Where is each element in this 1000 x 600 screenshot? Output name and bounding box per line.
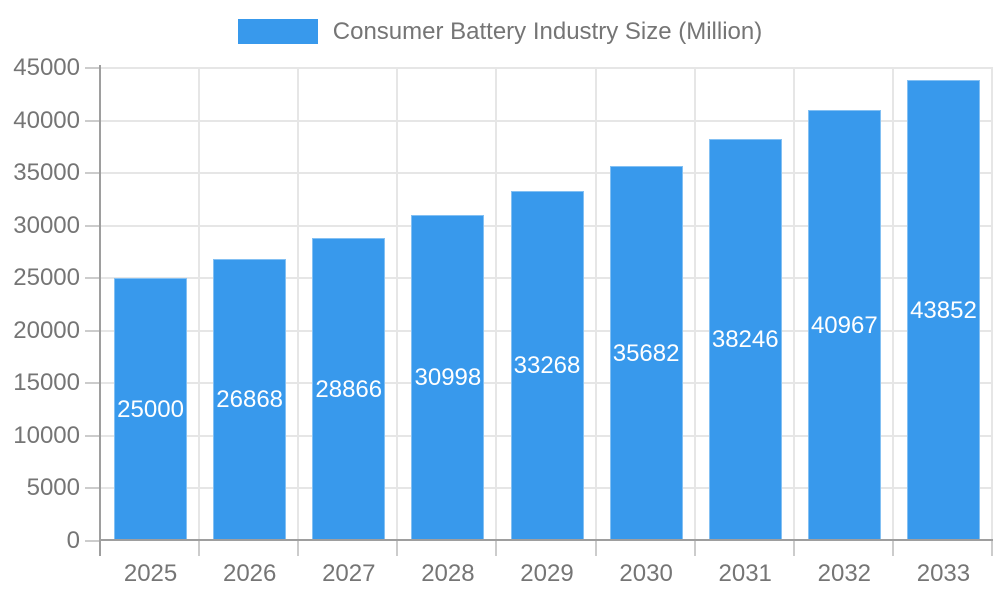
x-axis-label: 2029 [520,560,574,587]
x-axis-tick [792,541,795,556]
y-axis-label: 40000 [13,106,80,134]
y-axis-label: 10000 [13,421,80,449]
plot-area: 0 5000 10000 15000 20000 25000 30000 35000 40000… [13,56,993,586]
x-axis-tick [991,541,993,556]
y-axis-tick [85,277,99,280]
x-axis-tick [891,541,894,556]
bar-2028[interactable]: 30998 [411,215,485,541]
x-gridline [792,68,795,541]
bar-value-label: 28866 [315,375,383,403]
x-axis-tick [297,541,300,556]
y-axis-label: 30000 [13,211,80,239]
x-axis-tick [495,541,498,556]
x-axis-tick [396,541,399,556]
y-axis-tick [85,329,99,332]
bar-2025[interactable]: 25000 [114,278,188,541]
chart-legend[interactable]: Consumer Battery Industry Size (Million) [0,19,1000,44]
bar-value-label: 35682 [612,339,680,367]
y-gridline [101,119,993,122]
bar-value-label: 26868 [216,386,284,413]
y-axis-label: 5000 [26,474,80,502]
x-gridline [991,68,993,541]
bar-value-label: 38246 [711,326,779,353]
y-axis-tick [85,224,99,227]
y-axis-tick [85,434,99,437]
x-axis-label: 2028 [421,560,475,587]
x-axis-label: 2032 [817,560,872,587]
x-axis-label: 2025 [123,560,178,587]
bar-2030[interactable]: 35682 [609,166,683,541]
bar-2031[interactable]: 38246 [708,139,782,541]
x-axis-tick [198,541,201,556]
x-axis-label: 2026 [222,560,277,587]
x-axis-tick [693,541,696,556]
bar-2027[interactable]: 28866 [312,238,386,541]
x-axis-label: 2031 [718,560,772,587]
y-axis-label: 45000 [13,54,80,81]
bar-2029[interactable]: 33268 [510,191,584,541]
bar-2032[interactable]: 40967 [807,110,881,541]
y-axis-tick [85,382,99,385]
x-axis-line [99,539,993,541]
y-axis-label: 15000 [13,369,80,397]
y-axis-label: 20000 [13,316,80,344]
y-axis-label: 0 [66,527,80,554]
x-axis-label: 2030 [619,560,673,587]
bar-2026[interactable]: 26868 [213,259,287,541]
x-gridline [198,68,201,541]
x-gridline [396,68,399,541]
x-gridline [594,68,597,541]
bar-value-label: 40967 [810,311,878,339]
x-gridline [297,68,300,541]
y-axis-tick [85,540,99,542]
bar-value-label: 33268 [513,352,581,379]
x-axis-label: 2033 [916,560,971,587]
x-gridline [495,68,498,541]
y-gridline [101,172,993,175]
legend-label: Consumer Battery Industry Size (Million) [332,18,763,45]
y-axis-tick [85,67,99,69]
legend-swatch [237,19,318,44]
y-axis-tick [85,172,99,175]
x-axis-tick [594,541,597,556]
bar-value-label: 30998 [414,364,482,391]
y-gridline [101,67,993,69]
y-axis-tick [85,487,99,490]
x-gridline [693,68,696,541]
bar-value-label: 25000 [117,395,184,423]
y-axis-label: 35000 [13,159,80,187]
y-axis-tick [85,119,99,122]
bar-value-label: 43852 [910,296,977,324]
bar-2033[interactable]: 43852 [906,80,980,541]
y-axis-line [99,65,101,556]
x-gridline [891,68,894,541]
y-axis-label: 25000 [13,264,80,292]
x-axis-label: 2027 [322,560,376,587]
